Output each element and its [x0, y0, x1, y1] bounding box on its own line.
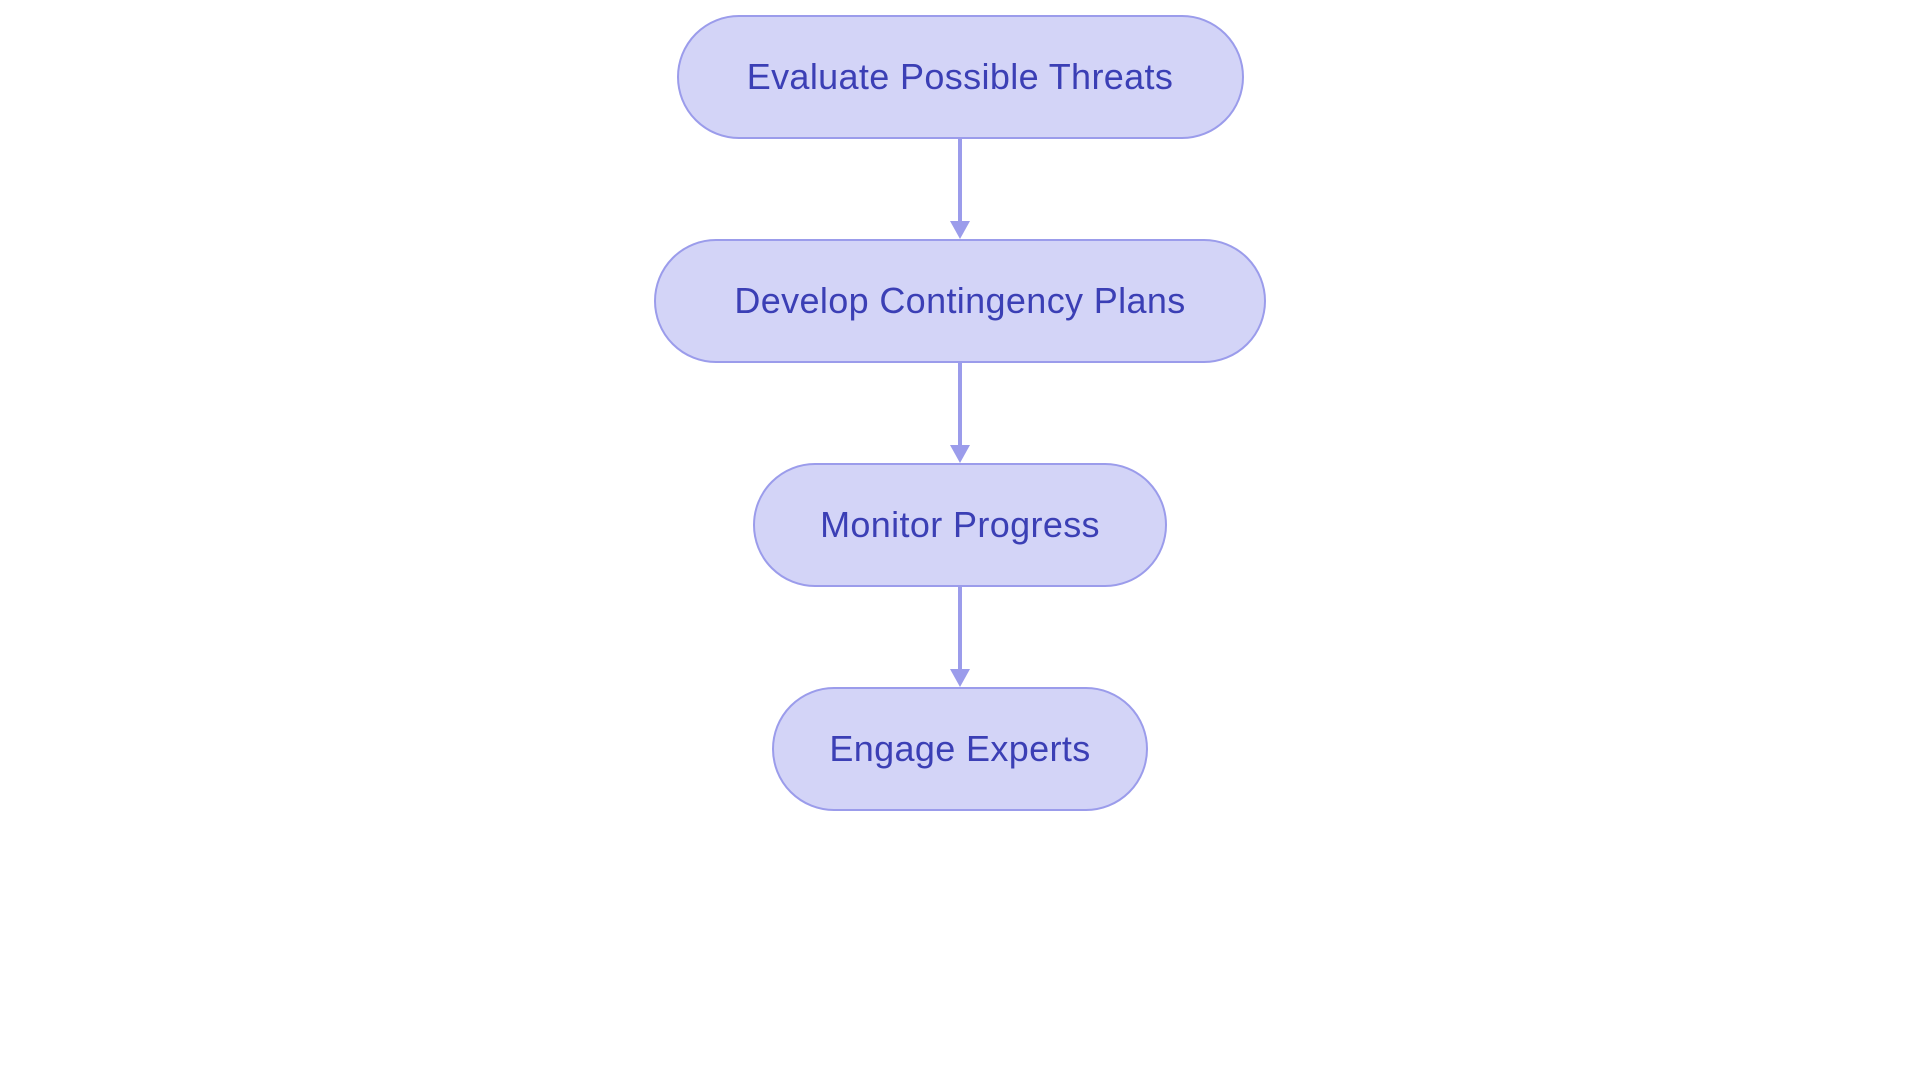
flowchart-node-2: Develop Contingency Plans	[654, 239, 1266, 363]
flowchart-node-4: Engage Experts	[772, 687, 1148, 811]
arrow-line	[958, 587, 962, 669]
arrow-head-icon	[950, 669, 970, 687]
arrow-head-icon	[950, 221, 970, 239]
arrow-line	[958, 363, 962, 445]
flowchart-node-1: Evaluate Possible Threats	[677, 15, 1244, 139]
arrow-line	[958, 139, 962, 221]
node-label: Evaluate Possible Threats	[747, 56, 1174, 98]
flowchart-arrow-1	[950, 139, 970, 239]
flowchart-arrow-3	[950, 587, 970, 687]
node-label: Monitor Progress	[820, 504, 1100, 546]
arrow-head-icon	[950, 445, 970, 463]
flowchart-container: Evaluate Possible Threats Develop Conting…	[654, 0, 1266, 811]
node-label: Develop Contingency Plans	[734, 280, 1185, 322]
flowchart-arrow-2	[950, 363, 970, 463]
flowchart-node-3: Monitor Progress	[753, 463, 1167, 587]
node-label: Engage Experts	[829, 728, 1090, 770]
